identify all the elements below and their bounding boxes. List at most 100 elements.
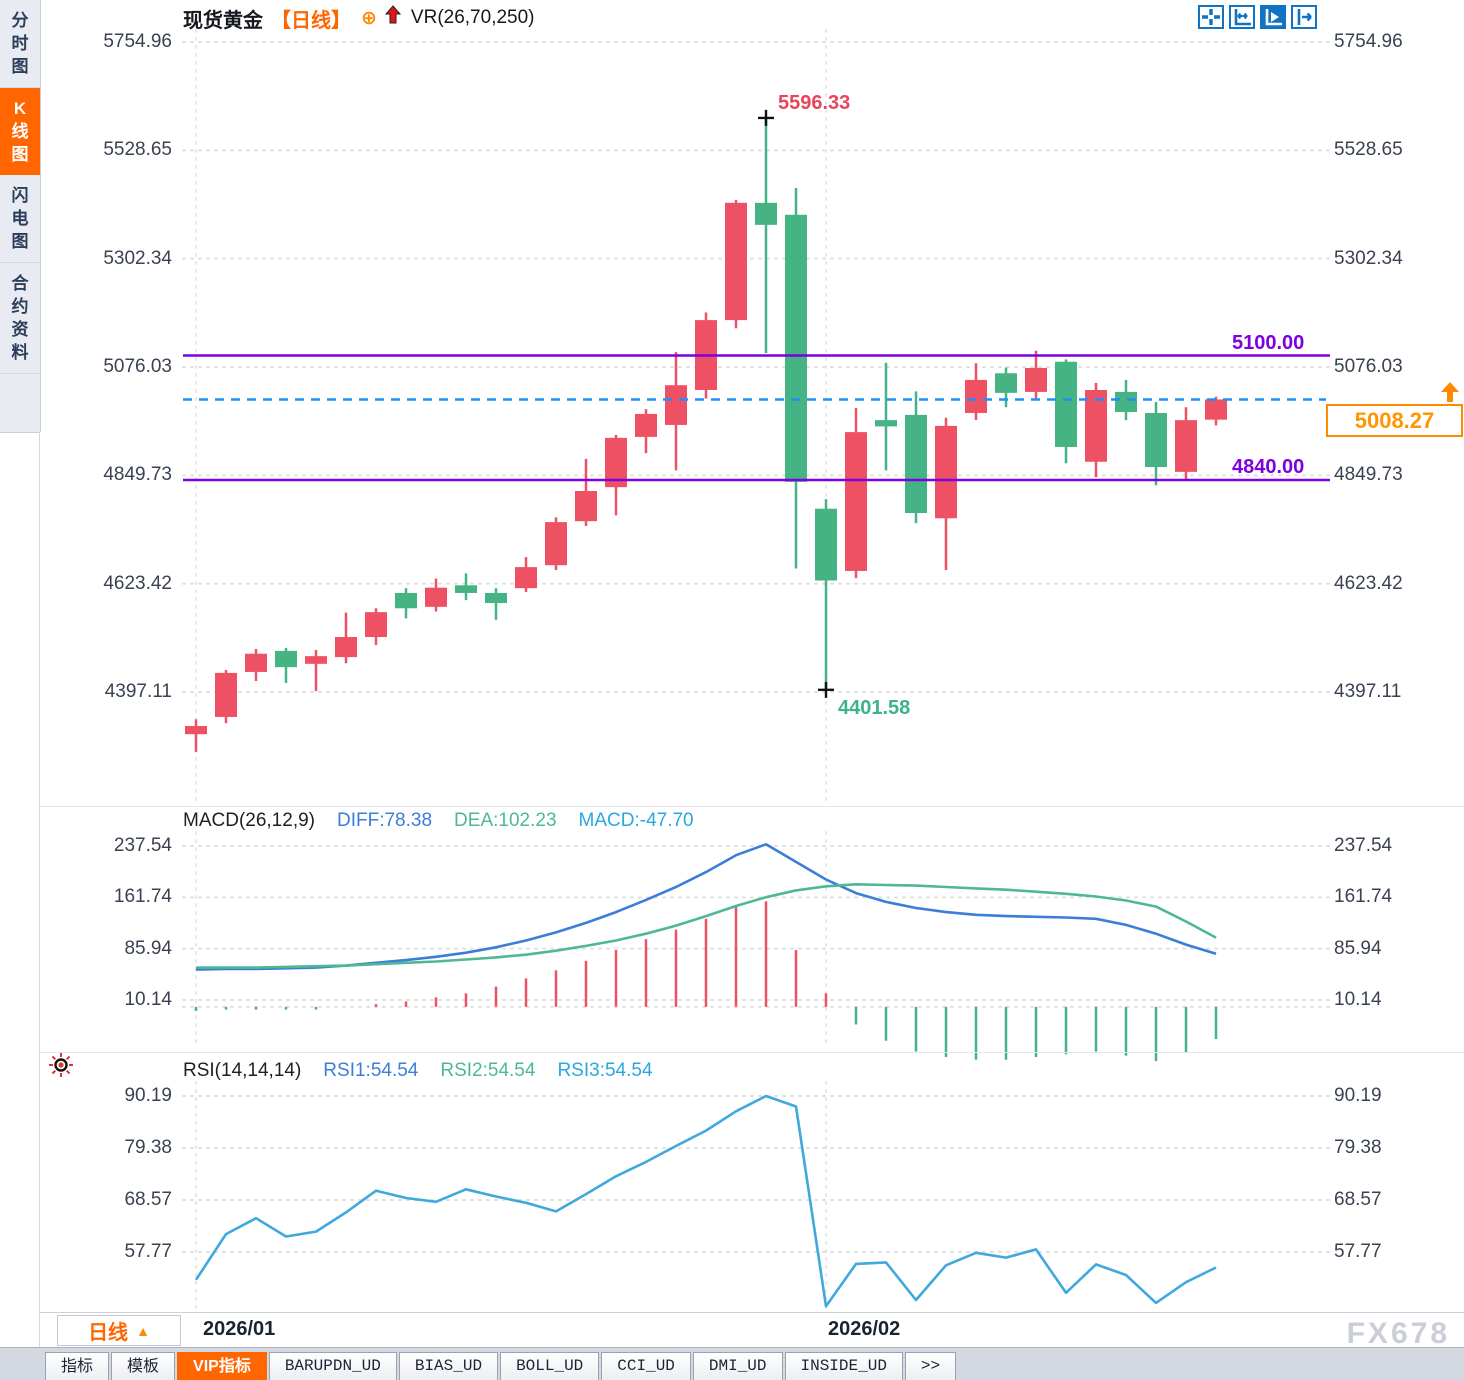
candle-body xyxy=(1115,391,1137,413)
rsi-header: RSI(14,14,14) RSI1:54.54 RSI2:54.54 RSI3… xyxy=(183,1060,653,1082)
indicator-settings-sun-icon[interactable] xyxy=(48,1052,74,1078)
candle-body xyxy=(665,385,687,425)
rsi-title: RSI(14,14,14) xyxy=(183,1060,302,1081)
candle-body xyxy=(335,637,357,658)
sidebar-tab-闪电图[interactable]: 闪电图 xyxy=(0,175,40,263)
indicator-tab-BIAS_UD[interactable]: BIAS_UD xyxy=(398,1352,499,1380)
chart-toolbar xyxy=(1198,5,1317,29)
macd-header: MACD(26,12,9) DIFF:78.38 DEA:102.23 MACD… xyxy=(183,810,694,832)
last-price-box: 5008.27 xyxy=(1326,404,1463,437)
resistance-label: 5100.00 xyxy=(1232,332,1305,354)
indicator-tab-bar: 指标 模板 VIP指标 BARUPDN_UD BIAS_UD BOLL_UD CCI_UD D… xyxy=(0,1347,1464,1380)
axis-label: 5754.96 xyxy=(103,31,172,52)
collapse-panel-tool-icon[interactable] xyxy=(1291,5,1317,29)
support-label: 4840.00 xyxy=(1232,456,1305,478)
candle-body xyxy=(1055,361,1077,447)
candle-body xyxy=(365,612,387,638)
high-price-label: 5596.33 xyxy=(778,92,851,114)
axis-label: 161.74 xyxy=(1334,886,1393,908)
indicator-tab-指标[interactable]: 指标 xyxy=(45,1352,110,1380)
period-arrow-icon: ▲ xyxy=(136,1322,150,1339)
candle-body xyxy=(395,592,417,609)
macd-dea-value: DEA:102.23 xyxy=(454,810,557,831)
rsi1-value: RSI1:54.54 xyxy=(323,1060,419,1081)
candle-body xyxy=(875,420,897,427)
period-label: 日线 xyxy=(88,1322,129,1344)
axis-scale-tool-icon[interactable] xyxy=(1229,5,1255,29)
panel-separator xyxy=(40,1052,1464,1053)
axis-label: 237.54 xyxy=(113,835,172,856)
month-label-feb: 2026/02 xyxy=(828,1318,901,1340)
candle-body xyxy=(785,214,807,482)
panel-separator xyxy=(40,1312,1464,1313)
indicator-tab-INSIDE_UD[interactable]: INSIDE_UD xyxy=(784,1352,903,1380)
axis-label: 90.19 xyxy=(124,1085,172,1106)
candle-body xyxy=(815,508,837,581)
month-label-jan: 2026/01 xyxy=(203,1318,276,1340)
axis-label: 4849.73 xyxy=(1334,464,1403,486)
low-price-label: 4401.58 xyxy=(838,697,911,719)
candle-body xyxy=(275,650,297,668)
candle-body xyxy=(455,585,477,593)
indicator-tab-VIP指标[interactable]: VIP指标 xyxy=(177,1352,267,1380)
candle-body xyxy=(185,726,207,735)
symbol-title: 现货黄金 xyxy=(183,9,263,32)
axis-label: 85.94 xyxy=(1334,937,1382,959)
axis-label: 10.14 xyxy=(124,989,172,1010)
candle-body xyxy=(845,432,867,571)
axis-label: 4397.11 xyxy=(104,681,172,702)
indicator-tab-CCI_UD[interactable]: CCI_UD xyxy=(601,1352,691,1380)
axis-label: 4397.11 xyxy=(1334,681,1402,702)
rsi-line xyxy=(194,1094,1217,1308)
sidebar-tab-分时图[interactable]: 分时图 xyxy=(0,0,40,88)
indicator-tab-BOLL_UD[interactable]: BOLL_UD xyxy=(500,1352,600,1380)
candle-body xyxy=(305,656,327,664)
candle-body xyxy=(245,653,267,672)
indicator-tab->>[interactable]: >> xyxy=(904,1352,957,1380)
x-axis-strip: 日线 ▲ 2026/01 2026/02 FX678 xyxy=(40,1313,1464,1350)
candle-body xyxy=(605,437,627,488)
panel-separator xyxy=(40,806,1464,807)
axis-label: 90.19 xyxy=(1334,1085,1382,1106)
candle-body xyxy=(1205,399,1227,420)
axis-label: 5754.96 xyxy=(1334,31,1403,52)
candle-body xyxy=(995,373,1017,393)
candle-body xyxy=(905,414,927,514)
candle-body xyxy=(725,202,747,321)
circle-plus-icon[interactable]: ⊕ xyxy=(361,7,377,29)
candle-body xyxy=(1145,412,1167,468)
candle-body xyxy=(935,425,957,519)
period-tag: 【日线】 xyxy=(271,9,351,32)
period-selector-button[interactable]: 日线 ▲ xyxy=(57,1315,181,1346)
low-cross-marker xyxy=(818,681,834,698)
macd-title: MACD(26,12,9) xyxy=(183,810,315,831)
axis-label: 5528.65 xyxy=(103,139,172,161)
axis-label: 161.74 xyxy=(113,886,172,908)
candle-body xyxy=(755,202,777,225)
axis-label: 57.77 xyxy=(124,1241,172,1262)
rsi2-value: RSI2:54.54 xyxy=(440,1060,536,1081)
axis-label: 237.54 xyxy=(1334,835,1393,856)
trend-up-arrow-icon xyxy=(384,5,402,31)
sidebar-tab-合约资料[interactable]: 合约资料 xyxy=(0,263,40,374)
macd-diff-value: DIFF:78.38 xyxy=(337,810,433,831)
watermark: FX678 xyxy=(1346,1317,1450,1350)
candle-body xyxy=(485,592,507,604)
indicator-tab-BARUPDN_UD[interactable]: BARUPDN_UD xyxy=(268,1352,397,1380)
axis-label: 10.14 xyxy=(1334,989,1382,1010)
auto-play-tool-icon[interactable] xyxy=(1260,5,1286,29)
sidebar-empty-area xyxy=(0,432,40,1349)
candle-body xyxy=(215,672,237,717)
axis-label: 5302.34 xyxy=(1334,247,1403,269)
crosshair-tool-icon[interactable] xyxy=(1198,5,1224,29)
indicator-tab-DMI_UD[interactable]: DMI_UD xyxy=(692,1352,783,1380)
axis-label: 79.38 xyxy=(1334,1137,1382,1159)
indicator-tab-模板[interactable]: 模板 xyxy=(111,1352,176,1380)
high-cross-marker xyxy=(758,109,774,126)
axis-label: 5076.03 xyxy=(103,356,172,377)
chart-header: 现货黄金 【日线】 ⊕ VR(26,70,250) xyxy=(183,5,535,32)
